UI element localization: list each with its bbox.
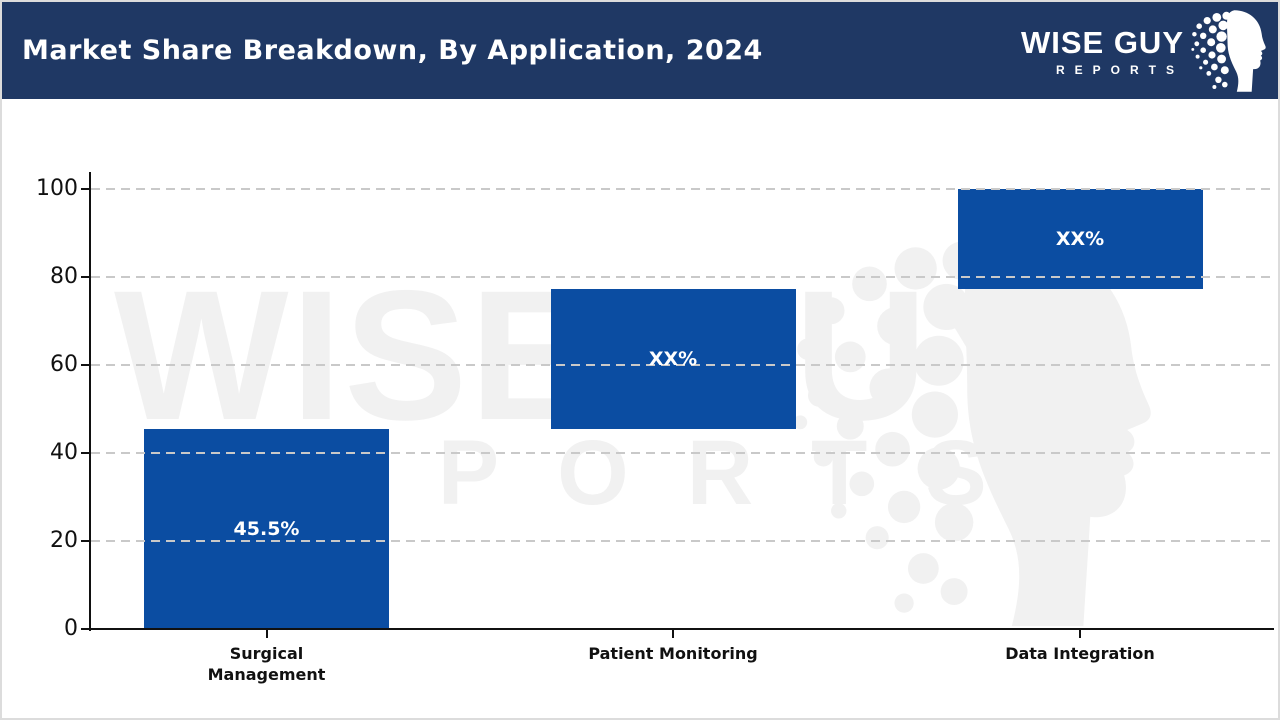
x-axis-line <box>89 628 1274 630</box>
x-tick-mark <box>1079 630 1081 638</box>
y-tick-mark <box>81 276 89 278</box>
logo-subtitle: REPORTS <box>1055 62 1184 77</box>
gridline-100 <box>91 188 1274 190</box>
bar-surgical-management <box>144 428 389 629</box>
gridline-20 <box>91 540 1274 542</box>
logo-name: WISE GUY <box>1020 24 1184 60</box>
x-tick-mark <box>672 630 674 638</box>
x-tick-mark <box>265 630 268 638</box>
bar-value-label: 45.5% <box>233 517 300 540</box>
x-axis-label-patient-monitoring: Patient Monitoring <box>588 644 758 663</box>
gridline-40 <box>91 452 1274 454</box>
page-title: Market Share Breakdown, By Application, … <box>22 35 763 66</box>
wiseguy-head-icon <box>1191 10 1266 92</box>
x-axis-label-data-integration: Data Integration <box>1005 644 1155 663</box>
y-tick-mark <box>81 628 89 630</box>
y-tick-mark <box>81 540 89 542</box>
y-axis-label: 0 <box>64 616 78 641</box>
y-axis-label: 80 <box>50 264 78 289</box>
logo-wordmark: WISE GUY REPORTS <box>1020 24 1184 77</box>
gridline-80 <box>91 276 1274 278</box>
bar-value-label: XX% <box>1055 227 1105 250</box>
wiseguy-logo: WISE GUY REPORTS <box>1021 9 1268 93</box>
y-axis-label: 100 <box>36 176 78 201</box>
y-tick-mark <box>81 452 89 454</box>
header: Market Share Breakdown, By Application, … <box>2 2 1278 99</box>
y-axis-label: 60 <box>50 352 78 377</box>
bar-value-label: XX% <box>648 347 698 370</box>
x-axis-label-surgical-management: Surgical Management <box>207 644 326 684</box>
bar-patient-monitoring <box>550 288 796 429</box>
y-axis-line <box>89 172 91 631</box>
y-axis-label: 40 <box>50 440 78 465</box>
y-tick-mark <box>81 364 89 366</box>
gridline-60 <box>91 364 1274 366</box>
y-axis-label: 20 <box>50 528 78 553</box>
y-tick-mark <box>81 188 89 190</box>
